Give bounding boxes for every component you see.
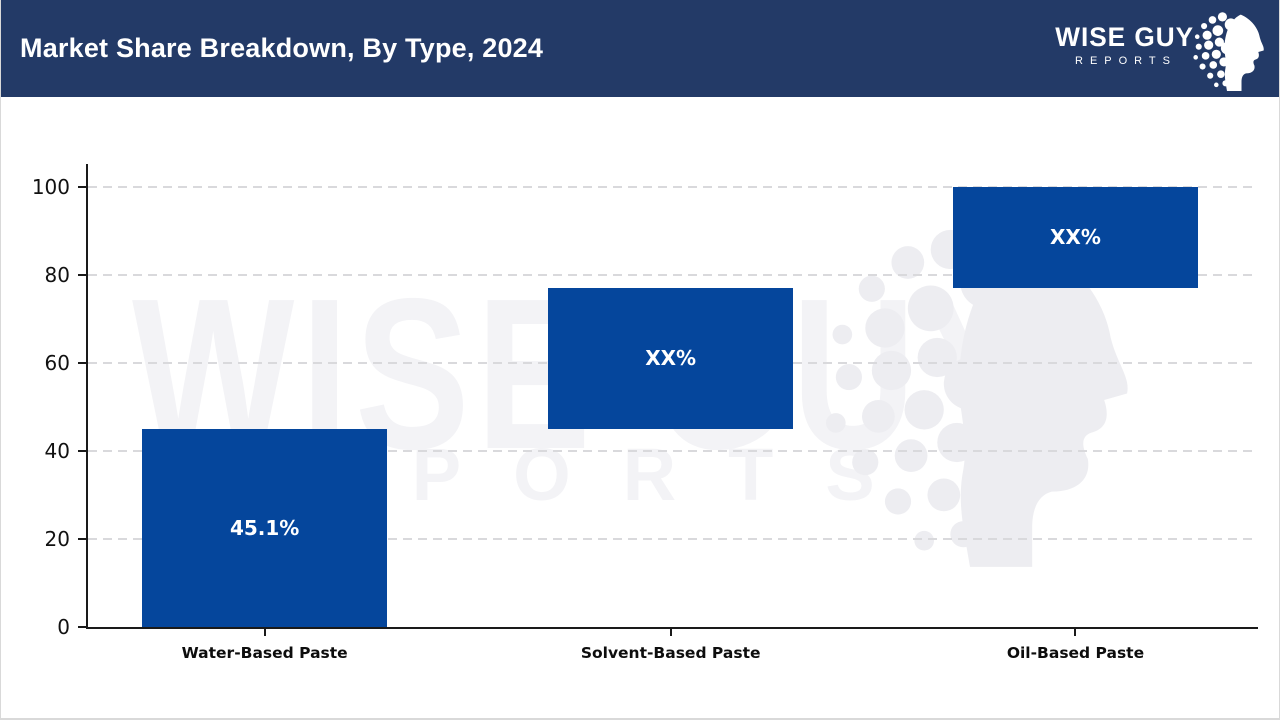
y-axis-tick-label: 40 [44, 439, 70, 463]
y-axis-tick [78, 274, 88, 276]
x-axis-tick [1074, 627, 1077, 636]
y-axis-tick-label: 80 [44, 263, 70, 287]
gridline [88, 538, 1258, 540]
bar-value-label: XX% [1050, 225, 1101, 250]
logo-text: WISE GUY REPORTS [1051, 22, 1194, 67]
y-axis-tick [78, 450, 88, 452]
y-axis-tick-label: 100 [31, 175, 70, 199]
x-axis-tick [669, 627, 672, 636]
page-title: Market Share Breakdown, By Type, 2024 [20, 33, 544, 63]
bar: 45.1% [142, 428, 388, 627]
y-axis-tick [78, 538, 88, 540]
logo-subtitle: REPORTS [1075, 55, 1177, 67]
wise-guy-reports-logo: WISE GUY REPORTS [1016, 6, 1266, 92]
logo-face-icon [1188, 10, 1266, 94]
y-axis-line [86, 164, 88, 627]
logo-wordmark: WISE GUY [1055, 22, 1194, 52]
category-label: Oil-Based Paste [1006, 644, 1145, 662]
x-axis-tick [263, 627, 266, 636]
y-axis-tick-label: 0 [57, 615, 70, 639]
y-axis-tick [78, 626, 88, 628]
y-axis-tick-label: 20 [44, 527, 70, 551]
bar: XX% [548, 287, 794, 429]
category-label: Water-Based Paste [181, 644, 348, 662]
y-axis-tick [78, 186, 88, 188]
x-axis-line [86, 627, 1258, 629]
header-bar: Market Share Breakdown, By Type, 2024 WI… [0, 0, 1280, 97]
category-label: Solvent-Based Paste [580, 644, 761, 662]
gridline [88, 274, 1258, 276]
plot-area: 0 20 40 60 80 100 45.1% Water-Based Paste XX% Sol… [32, 165, 1258, 662]
bar-value-label: 45.1% [229, 515, 300, 540]
y-axis-tick-label: 60 [44, 351, 70, 375]
gridline [88, 450, 1258, 452]
y-axis-tick [78, 362, 88, 364]
bar: XX% [952, 187, 1198, 288]
bar-value-label: XX% [645, 346, 697, 371]
gridline [88, 186, 1258, 188]
